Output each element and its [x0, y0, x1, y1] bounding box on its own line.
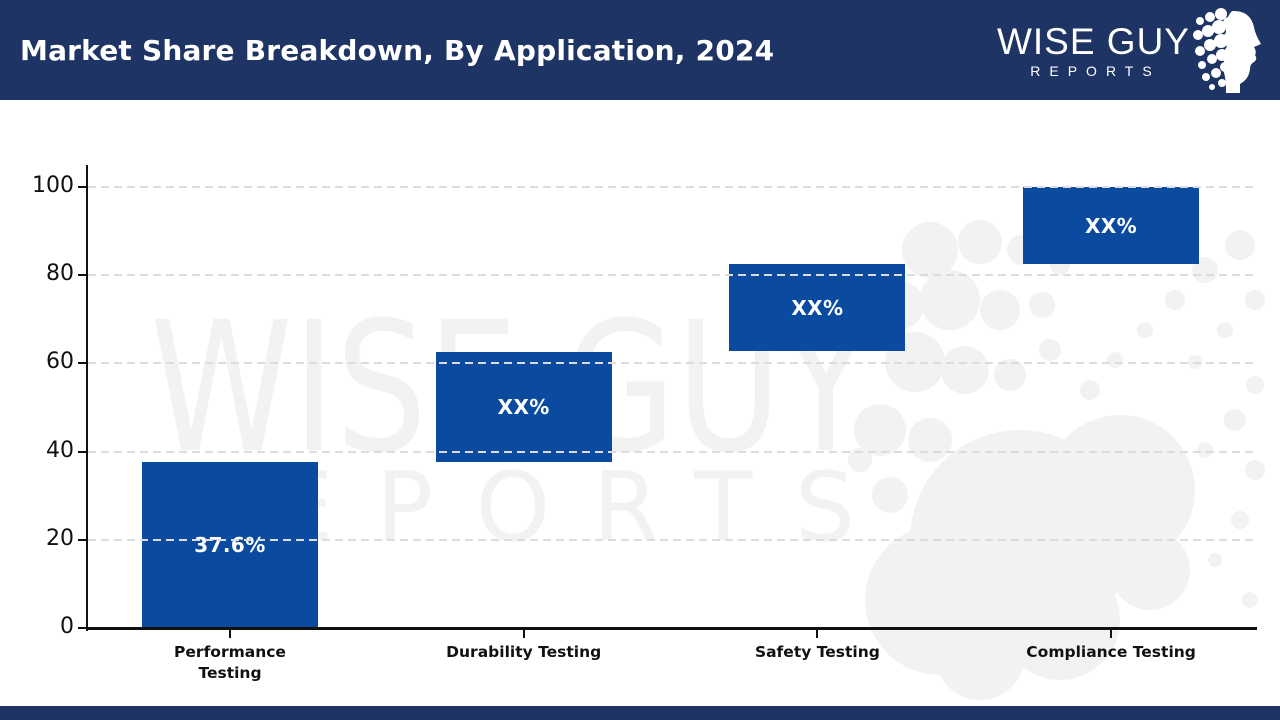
- bar-value-label: XX%: [1085, 213, 1138, 238]
- bar-value-label: XX%: [791, 295, 844, 320]
- bar-segment: 37.6%: [142, 462, 318, 628]
- y-axis-tick: [78, 627, 86, 629]
- bar-segment: XX%: [1023, 187, 1200, 265]
- y-axis-tick: [78, 450, 86, 453]
- header-bar: Market Share Breakdown, By Application, …: [0, 0, 1280, 100]
- bar-value-label: 37.6%: [194, 533, 266, 558]
- x-axis-tick: [522, 630, 525, 638]
- logo-head-icon: [1193, 8, 1261, 93]
- y-axis-tick-label: 0: [60, 614, 74, 639]
- brand-logo: WISE GUY REPORTS: [997, 7, 1262, 93]
- x-axis-category-label: Compliance Testing: [1026, 643, 1196, 661]
- x-axis-tick: [816, 630, 819, 638]
- bar-value-label: XX%: [497, 394, 550, 419]
- footer-bar: [0, 706, 1280, 720]
- y-axis-tick: [78, 274, 86, 277]
- page-title: Market Share Breakdown, By Application, …: [20, 33, 775, 67]
- grid-line: [88, 538, 1257, 541]
- bar-segment: XX%: [729, 264, 906, 352]
- y-axis-tick-label: 80: [46, 261, 74, 287]
- y-axis-tick: [78, 538, 86, 541]
- y-axis-tick-label: 100: [32, 173, 74, 198]
- grid-line: [88, 274, 1257, 277]
- y-axis-tick-label: 20: [46, 525, 74, 551]
- y-axis-tick-label: 40: [46, 437, 74, 463]
- y-axis-tick: [78, 186, 86, 188]
- grid-line: [88, 186, 1257, 188]
- x-axis-spine: [86, 627, 1257, 630]
- x-axis-tick: [229, 630, 231, 638]
- brand-logo-text: WISE GUY REPORTS: [997, 23, 1190, 78]
- x-axis-category-label: Performance Testing: [174, 643, 286, 682]
- grid-line: [88, 450, 1257, 453]
- x-axis-tick: [1110, 630, 1113, 638]
- y-axis-spine: [86, 165, 88, 631]
- logo-wordmark: WISE GUY: [996, 20, 1190, 62]
- x-axis-category-label: Safety Testing: [754, 643, 880, 661]
- grid-line: [88, 362, 1257, 365]
- y-axis-tick: [78, 362, 86, 365]
- x-axis-category-label: Durability Testing: [446, 643, 602, 661]
- bar-segment: XX%: [435, 351, 612, 463]
- logo-subtext: REPORTS: [1030, 62, 1161, 79]
- y-axis-tick-label: 60: [46, 349, 74, 375]
- chart-area: WISE GUY REPORTS 37.6%Performance Testin…: [0, 100, 1280, 706]
